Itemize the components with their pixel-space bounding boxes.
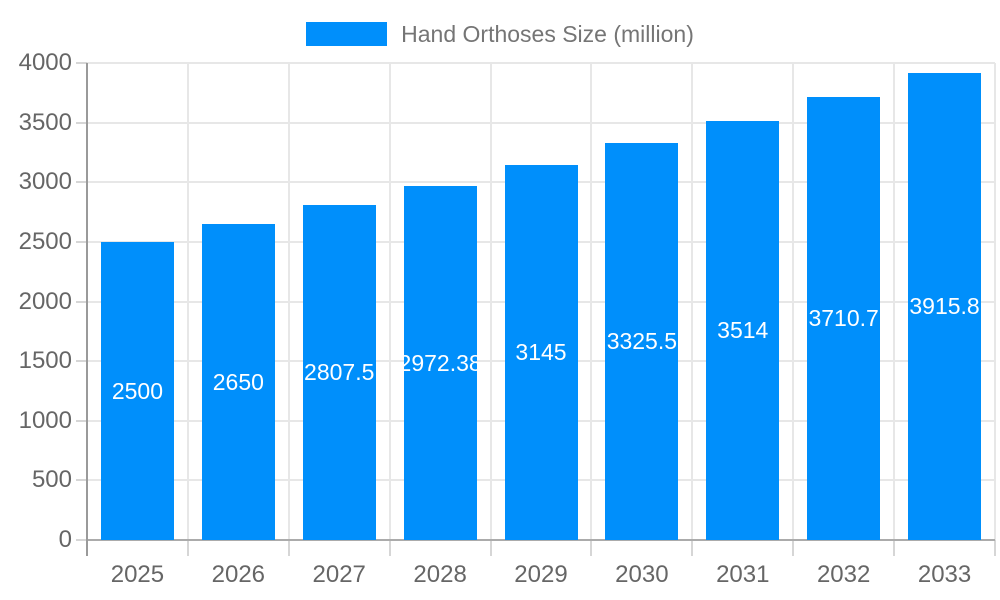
v-gridline bbox=[287, 63, 290, 540]
x-axis-label: 2026 bbox=[211, 561, 266, 588]
y-axis-tick bbox=[76, 539, 87, 541]
bar-value-label: 2500 bbox=[111, 377, 164, 404]
y-axis-label: 2000 bbox=[18, 287, 72, 315]
bar[interactable]: 2500 bbox=[100, 242, 174, 540]
x-axis-tick bbox=[893, 540, 896, 556]
bar[interactable]: 3325.5 bbox=[605, 143, 679, 540]
bar[interactable]: 3514 bbox=[706, 121, 780, 540]
bar-value-label: 3325.5 bbox=[606, 328, 678, 354]
y-axis-label: 4000 bbox=[18, 49, 72, 76]
y-axis-label: 1500 bbox=[18, 347, 72, 375]
bar-value-label: 3145 bbox=[515, 339, 567, 365]
bar[interactable]: 2650 bbox=[201, 224, 275, 540]
y-axis-tick bbox=[76, 62, 87, 64]
legend-swatch bbox=[306, 22, 388, 46]
x-axis-label: 2028 bbox=[413, 561, 467, 588]
y-axis-label: 2500 bbox=[18, 227, 72, 255]
v-gridline bbox=[590, 63, 593, 540]
v-gridline bbox=[489, 63, 492, 540]
x-axis-label: 2033 bbox=[917, 561, 972, 588]
v-gridline bbox=[792, 63, 795, 540]
v-gridline bbox=[388, 63, 391, 540]
x-axis-tick bbox=[388, 540, 391, 556]
x-axis-label: 2030 bbox=[615, 561, 669, 588]
bar[interactable]: 3915.8 bbox=[908, 73, 982, 540]
v-gridline bbox=[691, 63, 694, 540]
legend-label: Hand Orthoses Size (million) bbox=[401, 21, 694, 47]
h-gridline bbox=[87, 121, 995, 124]
bar[interactable]: 2807.5 bbox=[302, 205, 376, 540]
x-axis-label: 2025 bbox=[110, 561, 165, 588]
y-axis-label: 1000 bbox=[18, 406, 72, 434]
h-gridline bbox=[87, 62, 995, 64]
x-axis-tick bbox=[792, 540, 795, 556]
y-axis-label: 0 bbox=[58, 526, 72, 553]
y-axis-tick bbox=[76, 240, 87, 243]
bar-value-label: 2972.38 bbox=[403, 349, 477, 376]
bar-value-label: 3915.8 bbox=[909, 293, 980, 319]
x-axis-label: 2029 bbox=[514, 561, 568, 588]
y-axis-tick bbox=[76, 419, 87, 422]
bar-value-label: 3514 bbox=[717, 317, 769, 343]
x-axis-line bbox=[87, 539, 995, 541]
bar-value-label: 2807.5 bbox=[304, 359, 375, 385]
y-axis-tick bbox=[76, 479, 87, 482]
y-axis-label: 500 bbox=[31, 466, 72, 494]
x-axis-label: 2027 bbox=[312, 561, 366, 588]
v-gridline bbox=[186, 63, 189, 540]
bar-value-label: 3710.7 bbox=[808, 305, 879, 331]
bar[interactable]: 2972.38 bbox=[403, 186, 477, 540]
x-axis-tick bbox=[590, 540, 593, 556]
x-axis-tick bbox=[994, 540, 996, 556]
y-axis-line bbox=[86, 63, 88, 556]
y-axis-label: 3000 bbox=[18, 168, 72, 196]
v-gridline bbox=[994, 63, 996, 540]
y-axis-tick bbox=[76, 181, 87, 184]
y-axis-tick bbox=[76, 121, 87, 124]
x-axis-tick bbox=[489, 540, 492, 556]
legend-item[interactable]: Hand Orthoses Size (million) bbox=[0, 20, 1000, 48]
y-axis-tick bbox=[76, 300, 87, 303]
y-axis-tick bbox=[76, 360, 87, 363]
x-axis-tick bbox=[287, 540, 290, 556]
x-axis-label: 2031 bbox=[716, 561, 770, 588]
x-axis-tick bbox=[691, 540, 694, 556]
bar[interactable]: 3145 bbox=[504, 165, 578, 540]
bar[interactable]: 3710.7 bbox=[807, 97, 881, 540]
v-gridline bbox=[893, 63, 896, 540]
y-axis-label: 3500 bbox=[18, 108, 72, 136]
x-axis-tick bbox=[186, 540, 189, 556]
x-axis-label: 2032 bbox=[816, 561, 871, 588]
bar-value-label: 2650 bbox=[212, 368, 264, 395]
